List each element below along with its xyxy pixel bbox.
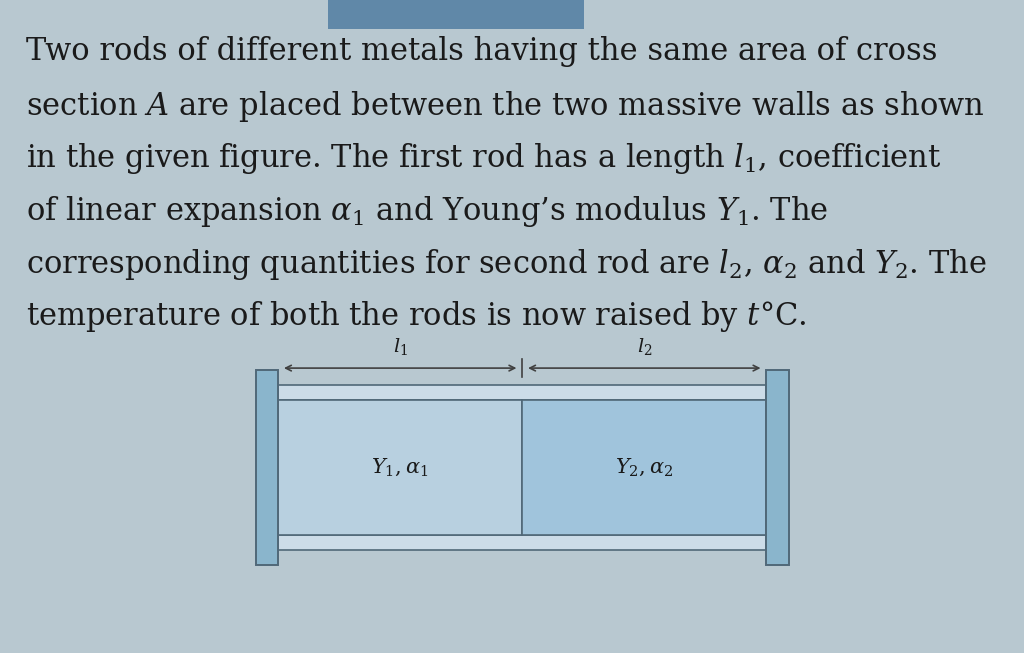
Bar <box>522 400 766 535</box>
Bar <box>279 535 766 550</box>
Text: of linear expansion $\alpha_1$ and Young’s modulus $Y_1$. The: of linear expansion $\alpha_1$ and Young… <box>26 194 828 229</box>
Text: in the given figure. The first rod has a length $l_1$, coefficient: in the given figure. The first rod has a… <box>26 141 941 176</box>
Bar <box>279 385 766 400</box>
Text: $l_2$: $l_2$ <box>637 336 652 357</box>
Bar <box>279 400 522 535</box>
Text: Two rods of different metals having the same area of cross: Two rods of different metals having the … <box>26 36 937 67</box>
Text: corresponding quantities for second rod are $l_2$, $\alpha_2$ and $Y_2$. The: corresponding quantities for second rod … <box>26 247 986 281</box>
Text: section $A$ are placed between the two massive walls as shown: section $A$ are placed between the two m… <box>26 89 984 123</box>
Bar <box>328 0 584 29</box>
Bar <box>256 370 279 565</box>
Text: $l_1$: $l_1$ <box>392 336 408 357</box>
Text: temperature of both the rods is now raised by $t$°C.: temperature of both the rods is now rais… <box>26 299 806 334</box>
Text: $Y_1, \alpha_1$: $Y_1, \alpha_1$ <box>372 456 429 478</box>
Text: $Y_2, \alpha_2$: $Y_2, \alpha_2$ <box>615 456 674 478</box>
Bar <box>766 370 788 565</box>
